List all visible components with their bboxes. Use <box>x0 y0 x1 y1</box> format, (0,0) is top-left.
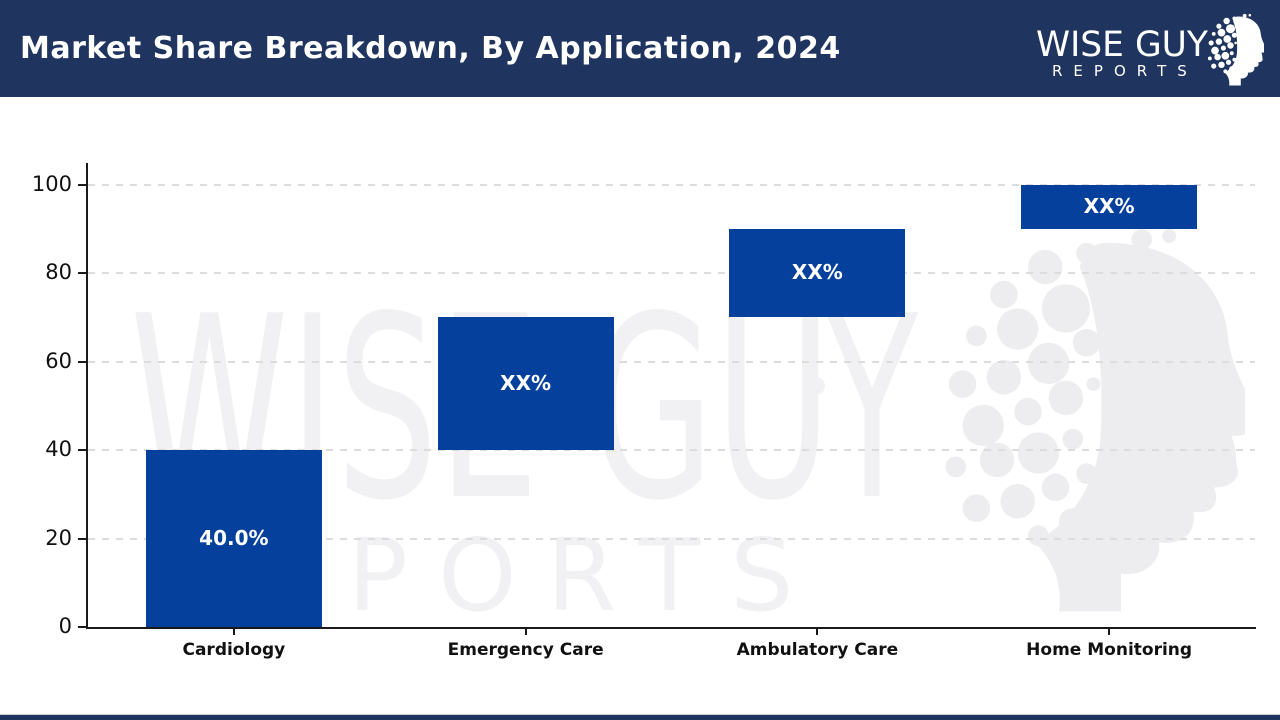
y-tick-label: 100 <box>31 171 72 196</box>
y-tick-label: 80 <box>45 260 72 284</box>
x-category-label: Ambulatory Care <box>736 640 899 660</box>
bar <box>1021 184 1198 229</box>
x-tick-mark <box>232 627 235 635</box>
y-tick-label: 0 <box>58 614 72 638</box>
bar-value-label: 40.0% <box>199 525 269 550</box>
x-category-label: Emergency Care <box>447 640 604 660</box>
x-tick-mark <box>1108 627 1111 635</box>
bottom-hairline <box>0 714 1280 715</box>
y-gridline <box>88 360 1255 363</box>
y-tick-mark <box>78 360 87 363</box>
x-axis-line <box>86 627 1256 629</box>
logo-face-icon <box>1207 13 1264 86</box>
y-gridline <box>88 272 1255 274</box>
y-tick-mark <box>78 449 87 451</box>
header: Market Share Breakdown, By Application, … <box>0 0 1280 97</box>
y-axis-line <box>86 163 88 629</box>
page-title: Market Share Breakdown, By Application, … <box>20 31 841 66</box>
x-category-label: Cardiology <box>182 640 286 660</box>
watermark-face-icon <box>945 229 1245 612</box>
y-gridline <box>88 183 1255 186</box>
y-gridline <box>88 449 1255 451</box>
y-tick-label: 60 <box>45 348 72 373</box>
logo-subtext: REPORTS <box>1052 62 1198 80</box>
x-tick-mark <box>816 627 819 635</box>
bar-value-label: XX% <box>1083 193 1135 218</box>
bar-value-label: XX% <box>791 260 843 284</box>
logo-wordmark: WISE GUY <box>1036 25 1209 65</box>
watermark-dot <box>807 377 825 395</box>
bar <box>145 450 322 627</box>
brand-logo: WISE GUY REPORTS <box>1036 13 1264 86</box>
y-tick-label: 20 <box>45 525 72 550</box>
y-tick-mark <box>78 183 87 186</box>
x-tick-mark <box>524 627 527 635</box>
footer-bar <box>0 715 1280 720</box>
y-tick-mark <box>78 272 87 274</box>
y-tick-mark <box>78 626 87 628</box>
x-category-label: Home Monitoring <box>1026 640 1193 660</box>
bar <box>437 317 614 450</box>
bar <box>729 228 906 318</box>
y-tick-mark <box>78 537 87 540</box>
y-gridline <box>88 537 1255 540</box>
y-tick-label: 40 <box>45 437 72 461</box>
bar-value-label: XX% <box>500 370 552 395</box>
